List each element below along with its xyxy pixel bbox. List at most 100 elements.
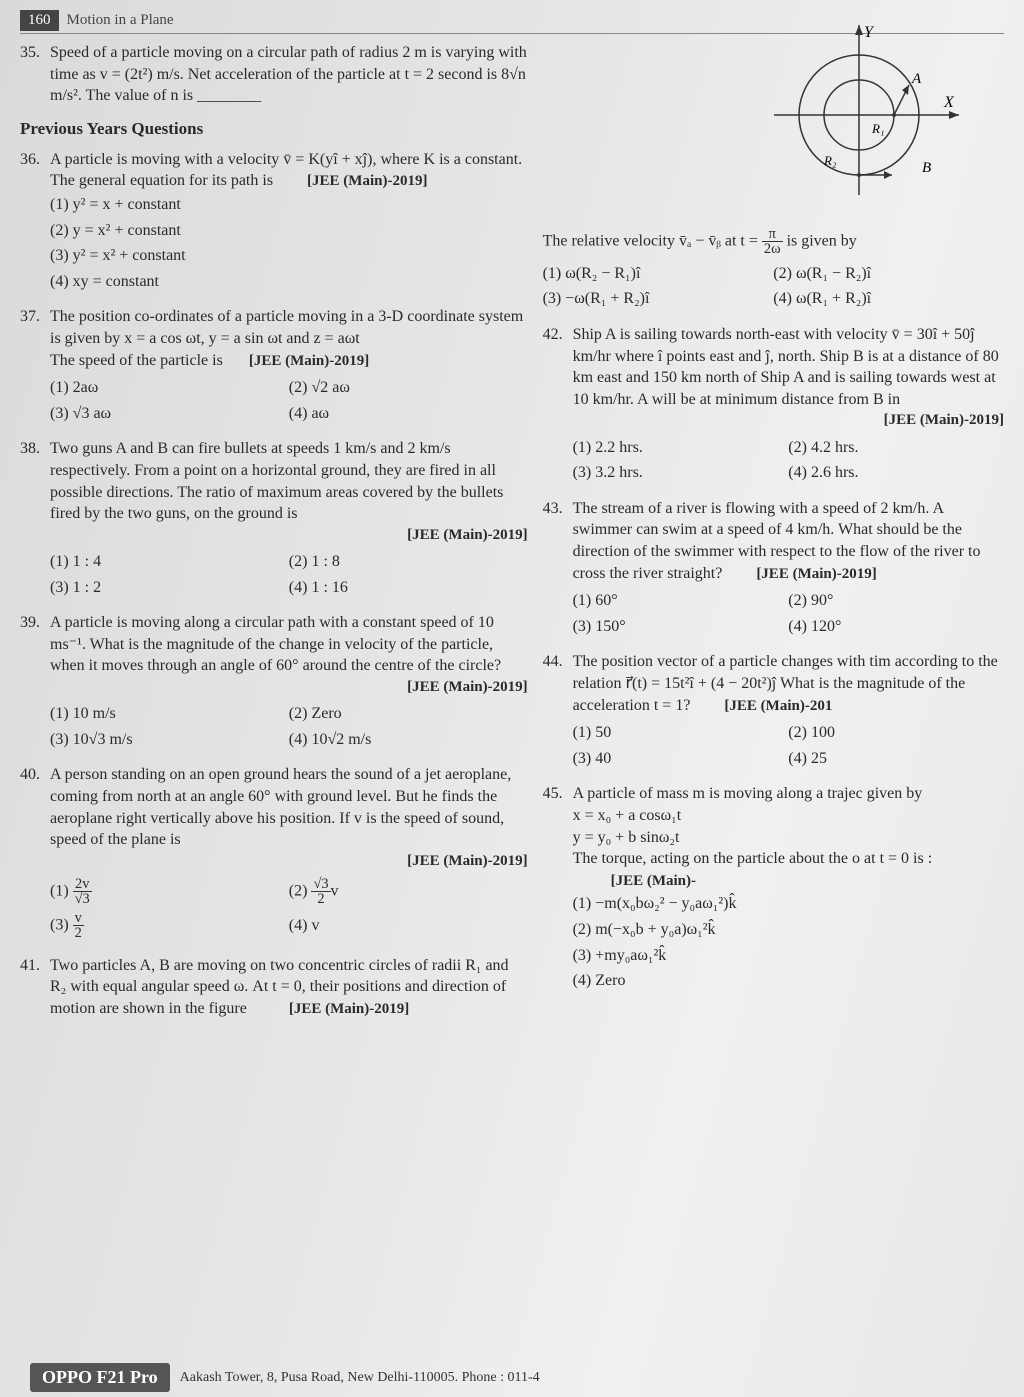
- q42-tag: [JEE (Main)-2019]: [573, 410, 1004, 430]
- question-41-left: 41. Two particles A, B are moving on two…: [20, 955, 528, 1020]
- q37-opt4: (4) aω: [289, 401, 528, 427]
- q41-number: 41.: [20, 955, 40, 977]
- q44-opt2: (2) 100: [788, 720, 1004, 746]
- question-45: 45. A particle of mass m is moving along…: [543, 783, 1004, 993]
- q36-opt2: (2) y = x² + constant: [50, 218, 528, 244]
- page-content: 160 Motion in a Plane Y X A B R₁ R₂: [0, 0, 1024, 1397]
- q42-opt2: (2) 4.2 hrs.: [788, 435, 1004, 461]
- q37-tag: [JEE (Main)-2019]: [249, 353, 369, 369]
- diagram-r1-label: R₁: [871, 121, 884, 136]
- footer-address: Aakash Tower, 8, Pusa Road, New Delhi-11…: [180, 1370, 540, 1386]
- q41-text2: The relative velocity v̄ₐ − v̄ᵦ at t = π…: [543, 227, 1004, 257]
- q36-opt1: (1) y² = x + constant: [50, 192, 528, 218]
- q40-opt3: (3) v2: [50, 909, 289, 943]
- q38-opt4: (4) 1 : 16: [289, 575, 528, 601]
- q39-number: 39.: [20, 612, 40, 634]
- q40-number: 40.: [20, 764, 40, 786]
- q36-tag: [JEE (Main)-2019]: [307, 173, 427, 189]
- q40-text: A person standing on an open ground hear…: [50, 766, 511, 848]
- q39-opt4: (4) 10√2 m/s: [289, 727, 528, 753]
- diagram-a-label: A: [911, 71, 922, 87]
- q40-opt1: (1) 2v√3: [50, 875, 289, 909]
- question-35: 35. Speed of a particle moving on a circ…: [20, 42, 528, 107]
- question-36: 36. A particle is moving with a velocity…: [20, 149, 528, 295]
- q45-opt3: (3) +my₀aω₁²k̂: [573, 943, 1004, 969]
- circular-motion-diagram: Y X A B R₁ R₂: [764, 25, 964, 205]
- question-40: 40. A person standing on an open ground …: [20, 764, 528, 942]
- q41-tag: [JEE (Main)-2019]: [289, 1001, 409, 1017]
- q45-text2: The torque, acting on the particle about…: [573, 850, 933, 867]
- q38-opt2: (2) 1 : 8: [289, 549, 528, 575]
- q39-opt1: (1) 10 m/s: [50, 701, 289, 727]
- q36-opt3: (3) y² = x² + constant: [50, 243, 528, 269]
- q43-tag: [JEE (Main)-2019]: [756, 566, 876, 582]
- q44-opt3: (3) 40: [573, 746, 789, 772]
- q41-opt4: (4) ω(R₁ + R₂)î: [773, 286, 1004, 312]
- q41-opt1: (1) ω(R₂ − R₁)î: [543, 261, 774, 287]
- q38-opt3: (3) 1 : 2: [50, 575, 289, 601]
- q45-tag: [JEE (Main)-: [611, 873, 696, 889]
- q43-opt1: (1) 60°: [573, 588, 789, 614]
- q35-number: 35.: [20, 42, 40, 64]
- q42-opt4: (4) 2.6 hrs.: [788, 460, 1004, 486]
- q40-tag: [JEE (Main)-2019]: [50, 851, 528, 871]
- question-39: 39. A particle is moving along a circula…: [20, 612, 528, 752]
- q45-text: A particle of mass m is moving along a t…: [573, 785, 923, 802]
- q41-text: Two particles A, B are moving on two con…: [50, 957, 509, 1017]
- q43-opt3: (3) 150°: [573, 614, 789, 640]
- q45-eq1: x = x₀ + a cosω₁t: [573, 805, 1004, 827]
- question-44: 44. The position vector of a particle ch…: [543, 651, 1004, 771]
- q38-text: Two guns A and B can fire bullets at spe…: [50, 440, 503, 522]
- chapter-title: Motion in a Plane: [67, 12, 174, 29]
- diagram-r2-label: R₂: [823, 153, 837, 168]
- q39-opt3: (3) 10√3 m/s: [50, 727, 289, 753]
- q37-opt1: (1) 2aω: [50, 375, 289, 401]
- q38-opt1: (1) 1 : 4: [50, 549, 289, 575]
- q40-opt2: (2) √32v: [289, 875, 528, 909]
- q43-number: 43.: [543, 498, 563, 520]
- q42-number: 42.: [543, 324, 563, 346]
- question-37: 37. The position co-ordinates of a parti…: [20, 306, 528, 426]
- diagram-x-label: X: [943, 94, 955, 111]
- question-38: 38. Two guns A and B can fire bullets at…: [20, 438, 528, 600]
- q37-opt2: (2) √2 aω: [289, 375, 528, 401]
- q36-opt4: (4) xy = constant: [50, 269, 528, 295]
- q41-opt2: (2) ω(R₁ − R₂)î: [773, 261, 1004, 287]
- q44-tag: [JEE (Main)-201: [724, 698, 832, 714]
- q42-text: Ship A is sailing towards north-east wit…: [573, 326, 999, 408]
- watermark-text: OPPO F21 Pro: [30, 1363, 170, 1392]
- q36-text: A particle is moving with a velocity v̄ …: [50, 151, 522, 190]
- q36-number: 36.: [20, 149, 40, 171]
- q39-opt2: (2) Zero: [289, 701, 528, 727]
- q37-number: 37.: [20, 306, 40, 328]
- q37-text: The position co-ordinates of a particle …: [50, 308, 523, 347]
- q39-tag: [JEE (Main)-2019]: [50, 677, 528, 697]
- q39-text: A particle is moving along a circular pa…: [50, 614, 501, 674]
- page-number: 160: [20, 10, 59, 31]
- q45-opt4: (4) Zero: [573, 968, 1004, 994]
- q38-number: 38.: [20, 438, 40, 460]
- q35-text: Speed of a particle moving on a circular…: [50, 44, 527, 104]
- q41-opt3: (3) −ω(R₁ + R₂)î: [543, 286, 774, 312]
- q40-opt4: (4) v: [289, 913, 528, 939]
- diagram-b-label: B: [922, 160, 931, 176]
- diagram-y-label: Y: [864, 25, 875, 41]
- q44-opt1: (1) 50: [573, 720, 789, 746]
- left-column: 35. Speed of a particle moving on a circ…: [20, 42, 528, 1031]
- previous-years-heading: Previous Years Questions: [20, 119, 528, 139]
- q44-opt4: (4) 25: [788, 746, 1004, 772]
- q37-opt3: (3) √3 aω: [50, 401, 289, 427]
- question-43: 43. The stream of a river is flowing wit…: [543, 498, 1004, 640]
- q42-opt1: (1) 2.2 hrs.: [573, 435, 789, 461]
- page-footer: OPPO F21 Pro Aakash Tower, 8, Pusa Road,…: [0, 1363, 1024, 1392]
- q42-opt3: (3) 3.2 hrs.: [573, 460, 789, 486]
- q45-number: 45.: [543, 783, 563, 805]
- q43-opt4: (4) 120°: [788, 614, 1004, 640]
- q38-tag: [JEE (Main)-2019]: [50, 525, 528, 545]
- question-42: 42. Ship A is sailing towards north-east…: [543, 324, 1004, 486]
- q45-opt2: (2) m(−x₀b + y₀a)ω₁²k̂: [573, 917, 1004, 943]
- q45-opt1: (1) −m(x₀bω₂² − y₀aω₁²)k̂: [573, 891, 1004, 917]
- q45-eq2: y = y₀ + b sinω₂t: [573, 827, 1004, 849]
- q44-number: 44.: [543, 651, 563, 673]
- q43-opt2: (2) 90°: [788, 588, 1004, 614]
